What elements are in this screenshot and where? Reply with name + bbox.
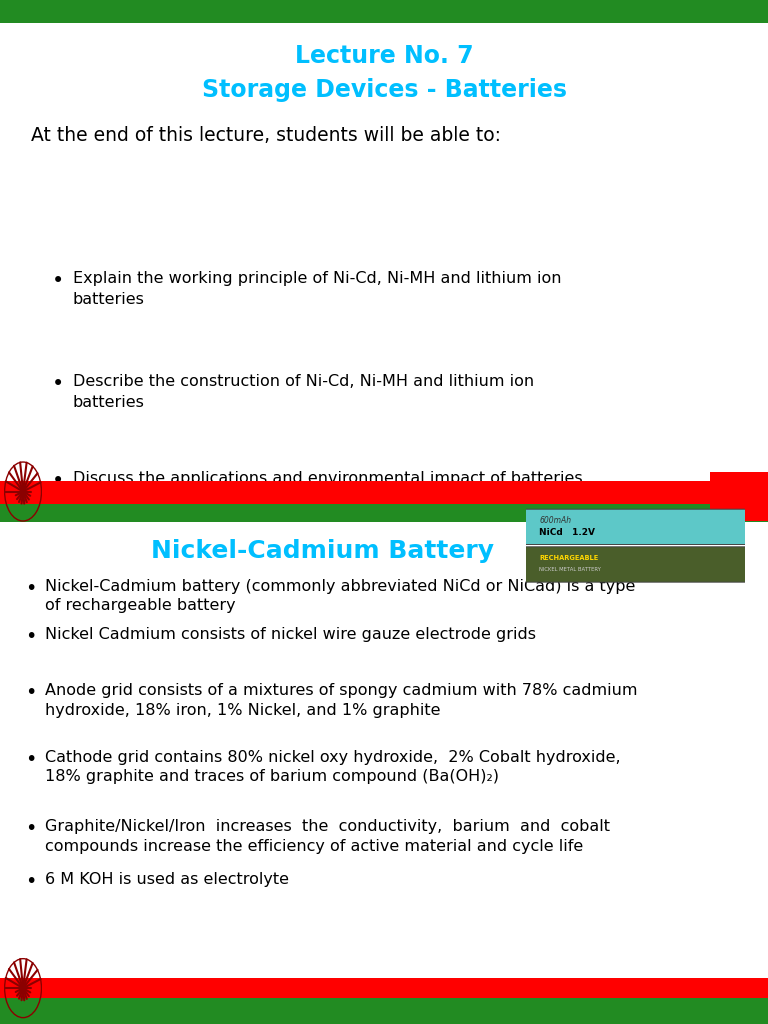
Text: Describe the construction of Ni-Cd, Ni-MH and lithium ion
batteries: Describe the construction of Ni-Cd, Ni-M… — [73, 374, 534, 410]
Text: Cathode grid contains 80% nickel oxy hydroxide,  2% Cobalt hydroxide,
18% graphi: Cathode grid contains 80% nickel oxy hyd… — [45, 750, 621, 784]
FancyBboxPatch shape — [524, 547, 747, 582]
Text: Explain the working principle of Ni-Cd, Ni-MH and lithium ion
batteries: Explain the working principle of Ni-Cd, … — [73, 271, 561, 307]
Text: Nickel Cadmium consists of nickel wire gauze electrode grids: Nickel Cadmium consists of nickel wire g… — [45, 627, 535, 642]
Text: Anode grid consists of a mixtures of spongy cadmium with 78% cadmium
hydroxide, : Anode grid consists of a mixtures of spo… — [45, 683, 637, 718]
Text: Nickel-Cadmium battery (commonly abbreviated NiCd or NiCad) is a type
of recharg: Nickel-Cadmium battery (commonly abbrevi… — [45, 579, 635, 613]
Text: At the end of this lecture, students will be able to:: At the end of this lecture, students wil… — [31, 126, 501, 144]
Text: NICKEL METAL BATTERY: NICKEL METAL BATTERY — [539, 566, 601, 571]
Text: •: • — [25, 683, 36, 702]
Text: •: • — [51, 271, 64, 292]
Text: Storage Devices - Batteries: Storage Devices - Batteries — [201, 78, 567, 102]
Text: NiCd   1.2V: NiCd 1.2V — [539, 528, 595, 538]
Bar — [0, 998, 768, 1024]
Text: Lecture No. 7: Lecture No. 7 — [295, 44, 473, 69]
Text: Discuss the applications and environmental impact of batteries: Discuss the applications and environment… — [73, 471, 583, 486]
Text: •: • — [25, 750, 36, 769]
Text: •: • — [25, 872, 36, 892]
FancyBboxPatch shape — [524, 509, 747, 545]
Text: •: • — [25, 819, 36, 839]
Bar — [0, 0, 768, 23]
Text: Nickel-Cadmium Battery: Nickel-Cadmium Battery — [151, 539, 494, 563]
Bar — [0, 978, 768, 998]
Bar — [710, 472, 768, 521]
Text: 600mAh: 600mAh — [539, 516, 571, 525]
Bar — [0, 504, 768, 522]
Text: Graphite/Nickel/Iron  increases  the  conductivity,  barium  and  cobalt
compoun: Graphite/Nickel/Iron increases the condu… — [45, 819, 610, 854]
Text: 6 M KOH is used as electrolyte: 6 M KOH is used as electrolyte — [45, 872, 289, 888]
Text: •: • — [51, 471, 64, 492]
Text: •: • — [51, 374, 64, 394]
Text: •: • — [25, 627, 36, 646]
Bar — [0, 481, 768, 504]
Text: •: • — [25, 579, 36, 598]
Text: RECHARGEABLE: RECHARGEABLE — [539, 555, 598, 560]
